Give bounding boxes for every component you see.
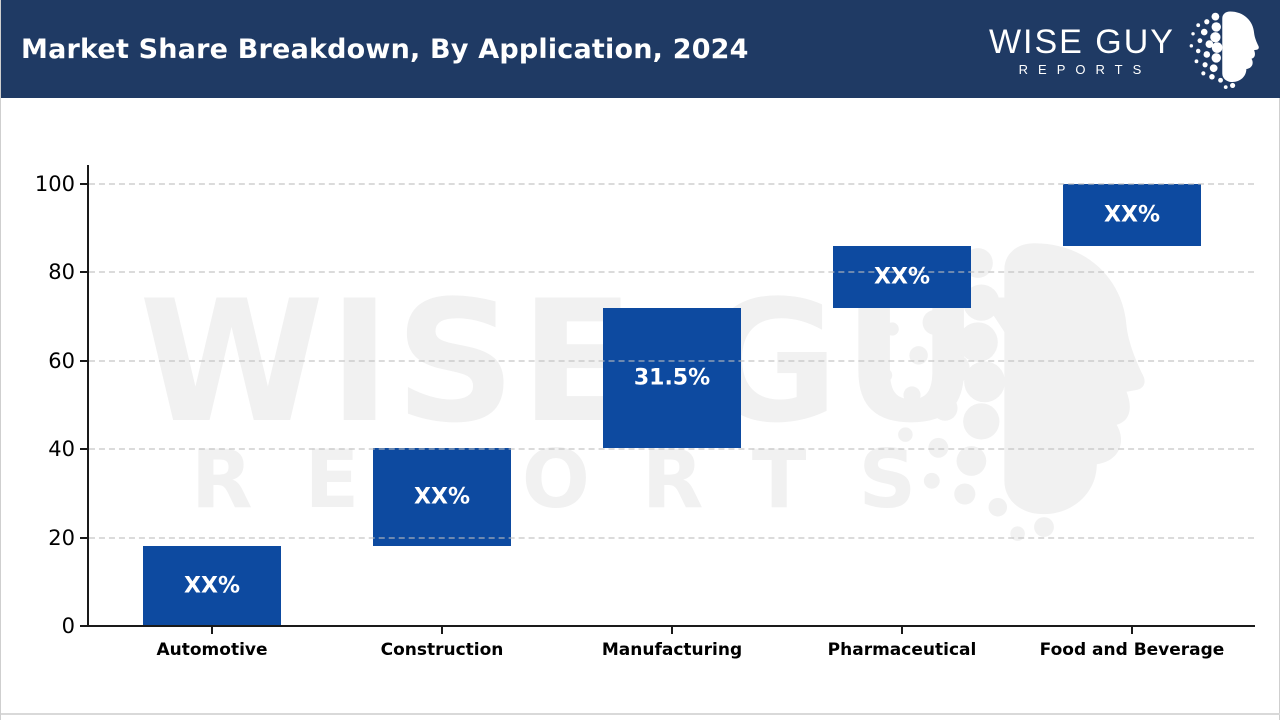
y-tick-100 bbox=[80, 182, 88, 185]
gridline-80 bbox=[89, 271, 1254, 273]
bar-pharmaceutical bbox=[833, 245, 971, 309]
brand-subname: REPORTS bbox=[1018, 62, 1152, 78]
x-tick-1 bbox=[441, 627, 443, 634]
category-label-0: Automotive bbox=[156, 640, 268, 660]
gridline-20 bbox=[89, 536, 1254, 539]
y-tick-label-40: 40 bbox=[48, 437, 75, 461]
bar-food-and-beverage bbox=[1063, 183, 1201, 246]
brand-logo-text: WISE GUY REPORTS bbox=[988, 22, 1175, 78]
category-label-1: Construction bbox=[380, 640, 504, 660]
bar-value-label: XX% bbox=[184, 573, 240, 599]
x-axis-line bbox=[87, 625, 1255, 627]
y-tick-20 bbox=[80, 536, 88, 539]
gridline-40 bbox=[89, 448, 1254, 450]
bar-value-label: XX% bbox=[1104, 202, 1160, 228]
y-tick-label-20: 20 bbox=[48, 525, 75, 550]
bar-value-label: 31.5% bbox=[633, 365, 711, 391]
header-bar: Market Share Breakdown, By Application, … bbox=[1, 0, 1280, 98]
y-tick-label-100: 100 bbox=[34, 171, 75, 196]
bottom-divider bbox=[1, 713, 1280, 715]
x-tick-4 bbox=[1131, 627, 1133, 634]
category-label-3: Pharmaceutical bbox=[827, 640, 977, 660]
y-tick-label-60: 60 bbox=[48, 348, 75, 373]
gridline-60 bbox=[89, 359, 1254, 362]
bar-automotive bbox=[143, 546, 281, 626]
bar-manufacturing bbox=[603, 308, 741, 448]
gridline-100 bbox=[89, 182, 1254, 185]
y-tick-label-0: 0 bbox=[61, 614, 75, 638]
brand-logo: WISE GUY REPORTS bbox=[989, 0, 1267, 98]
bar-construction bbox=[373, 447, 511, 547]
x-tick-3 bbox=[901, 627, 903, 634]
y-tick-80 bbox=[80, 271, 88, 273]
y-tick-label-80: 80 bbox=[48, 260, 75, 284]
x-tick-0 bbox=[211, 627, 213, 634]
y-tick-0 bbox=[80, 625, 88, 627]
x-tick-2 bbox=[671, 627, 673, 634]
bar-value-label: XX% bbox=[414, 484, 470, 510]
y-tick-60 bbox=[80, 359, 88, 362]
bar-value-label: XX% bbox=[874, 264, 930, 290]
y-tick-40 bbox=[80, 448, 88, 450]
category-label-2: Manufacturing bbox=[601, 640, 743, 660]
page-title: Market Share Breakdown, By Application, … bbox=[21, 33, 749, 65]
watermark-subtext: REPORTS bbox=[191, 433, 969, 526]
category-label-4: Food and Beverage bbox=[1039, 640, 1225, 660]
brand-name: WISE GUY bbox=[988, 22, 1175, 61]
y-axis-line bbox=[87, 165, 89, 627]
